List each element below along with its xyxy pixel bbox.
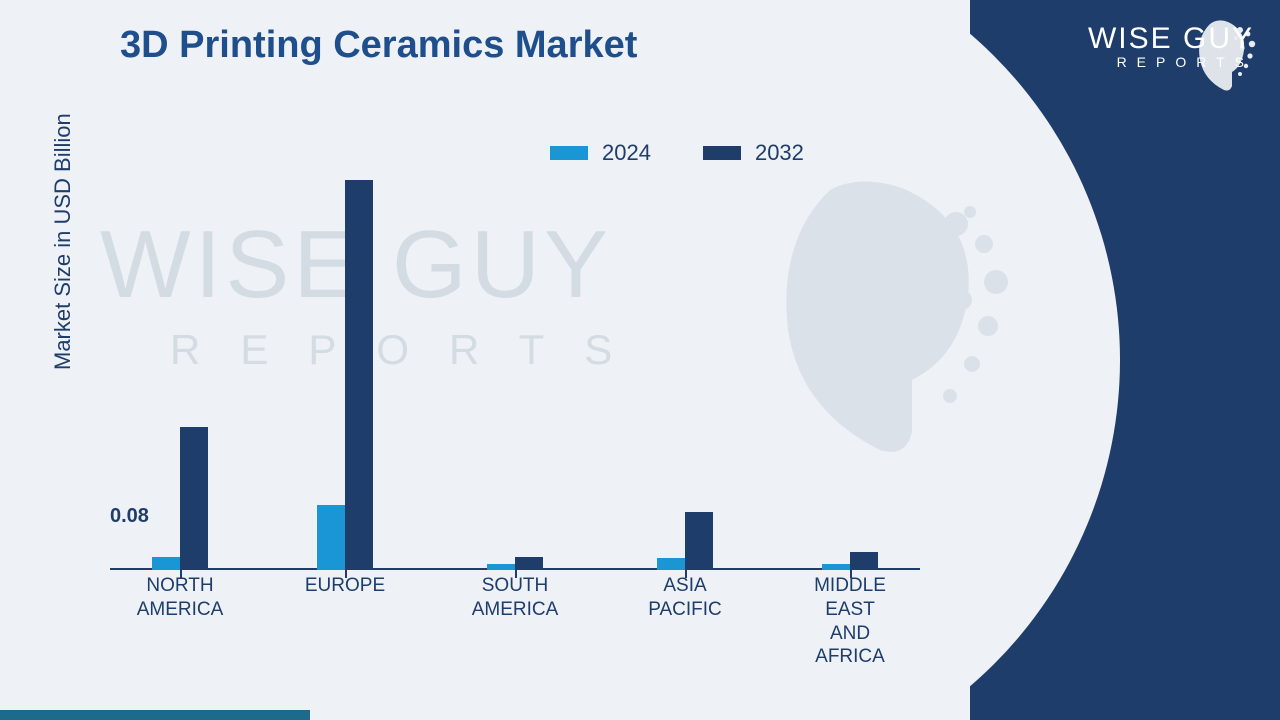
y-axis-label: Market Size in USD Billion (50, 113, 76, 370)
bar (345, 180, 373, 570)
bar (657, 558, 685, 570)
bottom-accent-bar (0, 710, 310, 720)
x-axis-label: EUROPE (275, 574, 415, 598)
legend-swatch-2024 (550, 146, 588, 160)
bar (180, 427, 208, 570)
x-axis-label: SOUTH AMERICA (445, 574, 585, 622)
bar (685, 512, 713, 571)
bar (515, 557, 543, 570)
legend-swatch-2032 (703, 146, 741, 160)
value-label: 0.08 (110, 505, 149, 528)
x-axis-label: NORTH AMERICA (110, 574, 250, 622)
content-layer: 3D Printing Ceramics Market WISE GUY REP… (0, 0, 1280, 720)
bar-group (152, 427, 208, 570)
brand-logo: WISE GUY REPORTS (1088, 22, 1254, 70)
bar-group (657, 512, 713, 571)
bar (822, 564, 850, 571)
bar (152, 557, 180, 570)
bar (317, 505, 345, 570)
x-axis-label: MIDDLE EAST AND AFRICA (780, 574, 920, 669)
legend-item-2032: 2032 (703, 140, 804, 166)
bar-chart: 0.08 (110, 180, 920, 570)
canvas: 3D Printing Ceramics Market WISE GUY REP… (0, 0, 1280, 720)
legend-label-2032: 2032 (755, 140, 804, 166)
legend-label-2024: 2024 (602, 140, 651, 166)
legend-item-2024: 2024 (550, 140, 651, 166)
chart-legend: 2024 2032 (550, 140, 804, 166)
x-axis-label: ASIA PACIFIC (615, 574, 755, 622)
bar-group (317, 180, 373, 570)
chart-title: 3D Printing Ceramics Market (120, 24, 637, 67)
bar (850, 552, 878, 570)
brand-head-icon (1190, 16, 1260, 96)
bar (487, 564, 515, 571)
bar-group (487, 557, 543, 570)
bar-group (822, 552, 878, 570)
